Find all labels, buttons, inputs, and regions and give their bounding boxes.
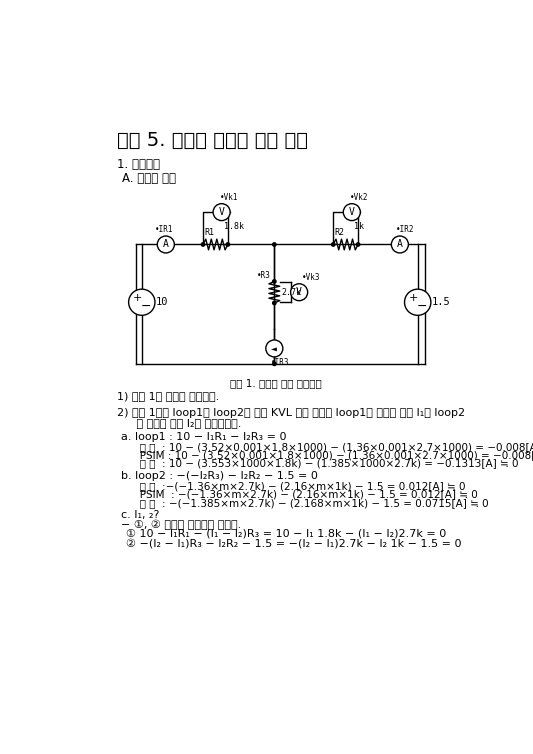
Text: •IR1: •IR1 xyxy=(155,225,173,234)
Circle shape xyxy=(343,204,360,221)
Text: 1.5: 1.5 xyxy=(432,297,450,307)
Circle shape xyxy=(290,284,308,301)
Text: +: + xyxy=(133,293,142,302)
Text: −: − xyxy=(140,300,151,314)
Text: ◄: ◄ xyxy=(271,343,277,354)
Text: •Vk1: •Vk1 xyxy=(220,193,239,202)
Text: •R3: •R3 xyxy=(257,271,271,280)
Text: V: V xyxy=(296,287,302,297)
Text: 이 론  :−(−1.36×m×2.7k) − (2.16×m×1k) − 1.5 = 0.012[A] ≒ 0: 이 론 :−(−1.36×m×2.7k) − (2.16×m×1k) − 1.5… xyxy=(130,481,466,491)
Text: 1.8k: 1.8k xyxy=(224,222,244,231)
Text: V: V xyxy=(219,207,224,217)
Text: − ①, ② 두식을 연립해서 구한다.: − ①, ② 두식을 연립해서 구한다. xyxy=(121,520,241,530)
Circle shape xyxy=(391,236,408,253)
Text: 2.7k: 2.7k xyxy=(281,288,301,297)
Text: 실 험  : −(−1.385×m×2.7k) − (2.168×m×1k) − 1.5 = 0.0715[A] ≒ 0: 실 험 : −(−1.385×m×2.7k) − (2.168×m×1k) − … xyxy=(130,498,489,507)
Circle shape xyxy=(272,302,276,305)
Text: •IR3: •IR3 xyxy=(270,358,289,367)
Text: PSIM  : −(−1.36×m×2.7k) − (2.16×m×1k) − 1.5 = 0.012[A] ≒ 0: PSIM : −(−1.36×m×2.7k) − (2.16×m×1k) − 1… xyxy=(130,489,478,499)
Circle shape xyxy=(201,243,205,246)
Text: 실 험  : 10 − (3.553×1000×1.8k) − (1.385×1000×2.7k) = −0.1313[A] ≒ 0: 실 험 : 10 − (3.553×1000×1.8k) − (1.385×10… xyxy=(130,458,519,468)
Text: −: − xyxy=(416,300,427,314)
Text: A. 중첩의 정리: A. 중첩의 정리 xyxy=(123,172,176,185)
Text: PSIM : 10 − (3.52×0.001×1.8×1000) − (1.36×0.001×2.7×1000) = −0.008[A] ≒ 0: PSIM : 10 − (3.52×0.001×1.8×1000) − (1.3… xyxy=(130,450,533,460)
Text: R1: R1 xyxy=(205,228,215,237)
Circle shape xyxy=(213,204,230,221)
Circle shape xyxy=(128,289,155,315)
Circle shape xyxy=(405,289,431,315)
Text: ① 10 − I₁R₁ − (I₁ − I₂)R₃ = 10 − I₁ 1.8k − (I₁ − I₂)2.7k = 0: ① 10 − I₁R₁ − (I₁ − I₂)R₃ = 10 − I₁ 1.8k… xyxy=(126,529,446,538)
Text: b. loop2 : −(−I₂R₃) − I₂R₂ − 1.5 = 0: b. loop2 : −(−I₂R₃) − I₂R₂ − 1.5 = 0 xyxy=(121,470,318,481)
Circle shape xyxy=(272,362,276,366)
Circle shape xyxy=(357,243,360,246)
Text: 10: 10 xyxy=(156,297,168,307)
Circle shape xyxy=(272,243,276,246)
Text: •Vk3: •Vk3 xyxy=(302,273,320,282)
Circle shape xyxy=(266,340,283,357)
Text: A: A xyxy=(397,240,403,250)
Text: 2) 그림 1에서 loop1과 loop2에 대한 KVL 식을 세우고 loop1에 흐르는 전류 I₁과 loop2: 2) 그림 1에서 loop1과 loop2에 대한 KVL 식을 세우고 lo… xyxy=(117,408,465,418)
Text: 1k: 1k xyxy=(354,222,364,231)
Text: •Vk2: •Vk2 xyxy=(350,193,369,202)
Text: 에 흐르는 전류 I₂를 계산하여라.: 에 흐르는 전류 I₂를 계산하여라. xyxy=(126,418,241,428)
Text: ② −(I₂ − I₁)R₃ − I₂R₂ − 1.5 = −(I₂ − I₁)2.7k − I₂ 1k − 1.5 = 0: ② −(I₂ − I₁)R₃ − I₂R₂ − 1.5 = −(I₂ − I₁)… xyxy=(126,538,461,549)
Circle shape xyxy=(157,236,174,253)
Text: A: A xyxy=(163,240,169,250)
Text: V: V xyxy=(349,207,355,217)
Circle shape xyxy=(226,243,230,246)
Text: •IR2: •IR2 xyxy=(396,225,415,234)
Circle shape xyxy=(332,243,335,246)
Text: c. I₁, ₂?: c. I₁, ₂? xyxy=(121,510,159,520)
Text: 실험 5. 중첩의 정리와 가역 정리: 실험 5. 중첩의 정리와 가역 정리 xyxy=(117,130,308,149)
Text: 그림 1. 중첩의 정리 실험회로: 그림 1. 중첩의 정리 실험회로 xyxy=(230,378,322,388)
Text: R2: R2 xyxy=(335,228,345,237)
Text: 이 론  : 10 − (3.52×0.001×1.8×1000) − (1.36×0.001×2.7×1000) = −0.008[A] ≒ 0: 이 론 : 10 − (3.52×0.001×1.8×1000) − (1.36… xyxy=(130,442,533,452)
Text: +: + xyxy=(408,293,418,302)
Circle shape xyxy=(272,280,276,284)
Text: 1) 그림 1의 회로를 결선하라.: 1) 그림 1의 회로를 결선하라. xyxy=(117,391,219,401)
Text: a. loop1 : 10 − I₁R₁ − I₂R₃ = 0: a. loop1 : 10 − I₁R₁ − I₂R₃ = 0 xyxy=(121,431,286,442)
Text: 1. 실험진행: 1. 실험진행 xyxy=(117,158,160,171)
